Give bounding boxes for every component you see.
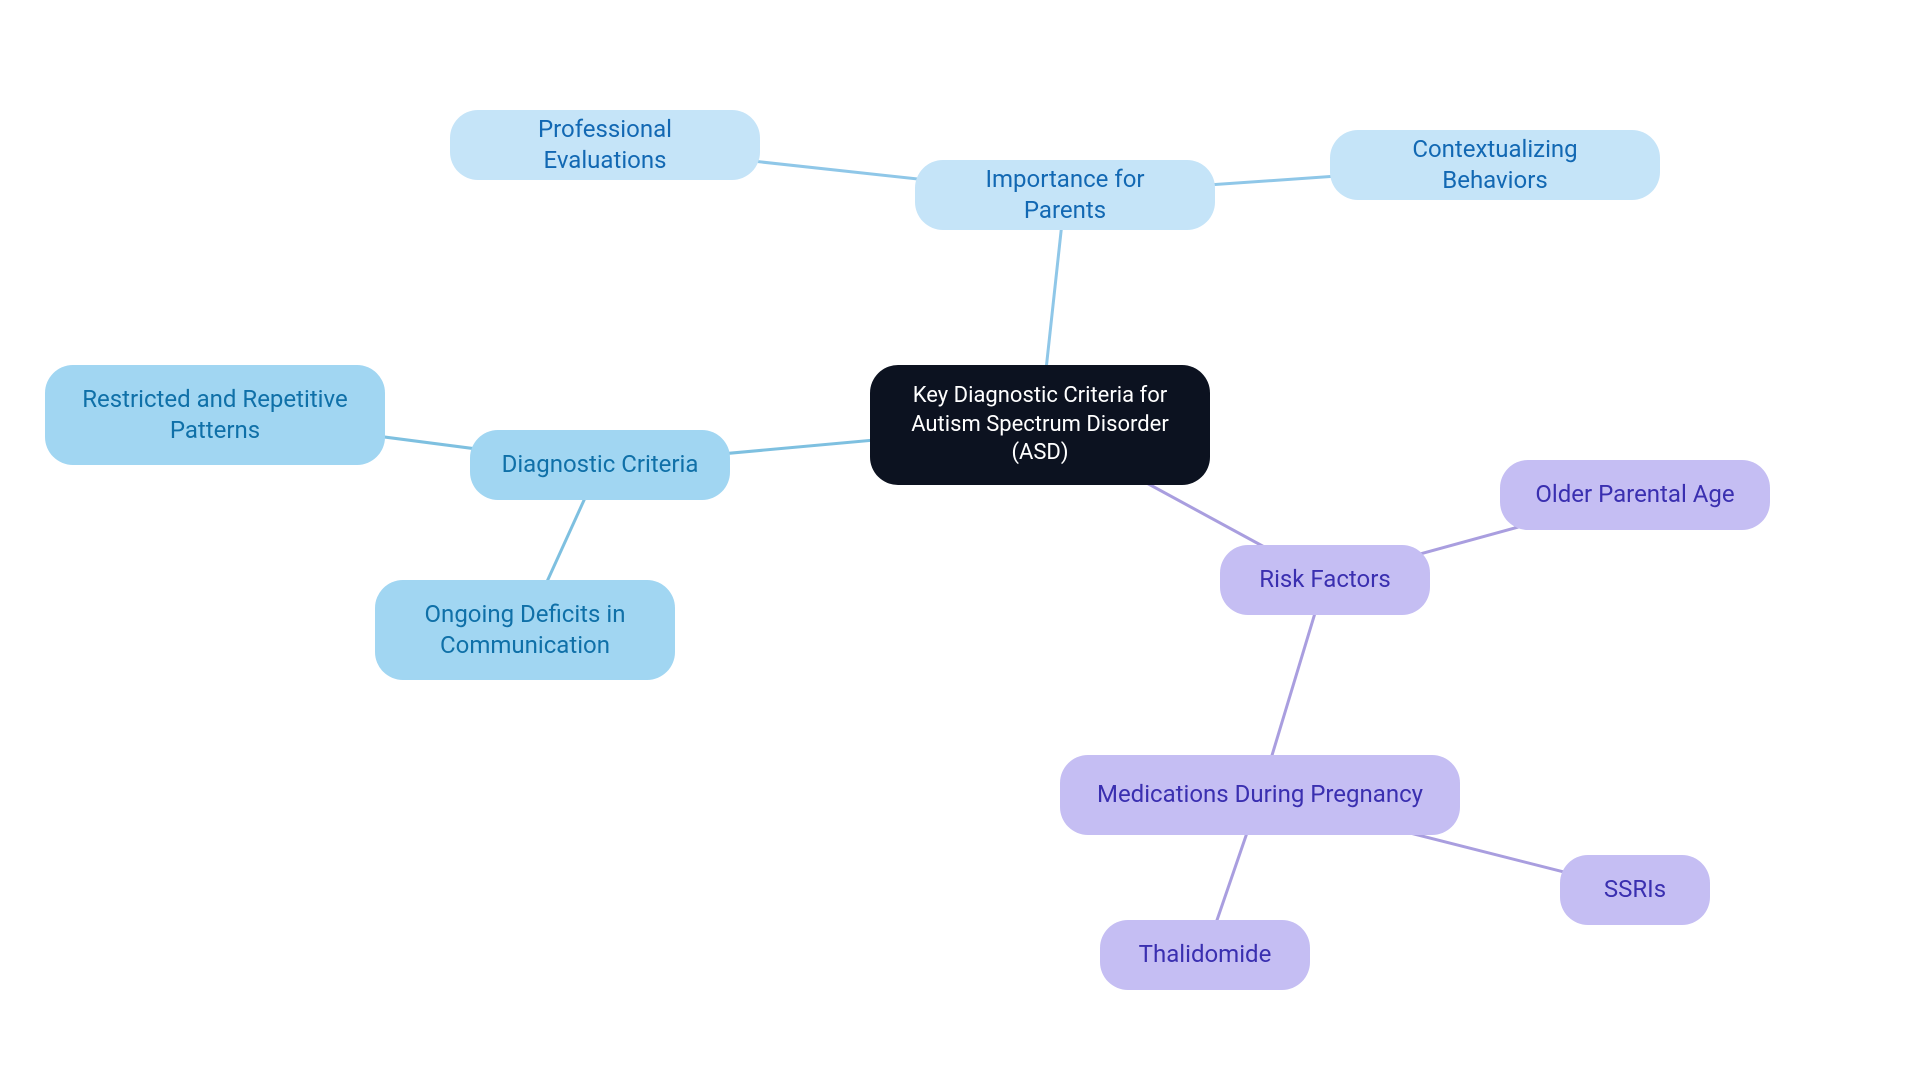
node-ssris[interactable]: SSRIs — [1560, 855, 1710, 925]
node-ongoing[interactable]: Ongoing Deficits in Communication — [375, 580, 675, 680]
node-label: Thalidomide — [1139, 939, 1272, 970]
node-label: Key Diagnostic Criteria for Autism Spect… — [911, 382, 1169, 468]
node-importance[interactable]: Importance for Parents — [915, 160, 1215, 230]
node-olderage[interactable]: Older Parental Age — [1500, 460, 1770, 530]
node-label: Ongoing Deficits in Communication — [425, 599, 626, 661]
node-risk[interactable]: Risk Factors — [1220, 545, 1430, 615]
node-diagcrit[interactable]: Diagnostic Criteria — [470, 430, 730, 500]
node-profeval[interactable]: Professional Evaluations — [450, 110, 760, 180]
node-meds[interactable]: Medications During Pregnancy — [1060, 755, 1460, 835]
node-thalidomide[interactable]: Thalidomide — [1100, 920, 1310, 990]
node-label: Diagnostic Criteria — [502, 449, 699, 480]
node-label: Restricted and Repetitive Patterns — [82, 384, 347, 446]
node-label: Importance for Parents — [943, 164, 1187, 226]
node-context[interactable]: Contextualizing Behaviors — [1330, 130, 1660, 200]
node-restricted[interactable]: Restricted and Repetitive Patterns — [45, 365, 385, 465]
node-label: Risk Factors — [1259, 564, 1390, 595]
node-label: Professional Evaluations — [478, 114, 732, 176]
node-label: Medications During Pregnancy — [1097, 779, 1423, 810]
node-label: SSRIs — [1604, 874, 1666, 905]
node-label: Contextualizing Behaviors — [1358, 134, 1632, 196]
diagram-canvas: Key Diagnostic Criteria for Autism Spect… — [0, 0, 1920, 1083]
node-label: Older Parental Age — [1535, 479, 1734, 510]
node-root[interactable]: Key Diagnostic Criteria for Autism Spect… — [870, 365, 1210, 485]
